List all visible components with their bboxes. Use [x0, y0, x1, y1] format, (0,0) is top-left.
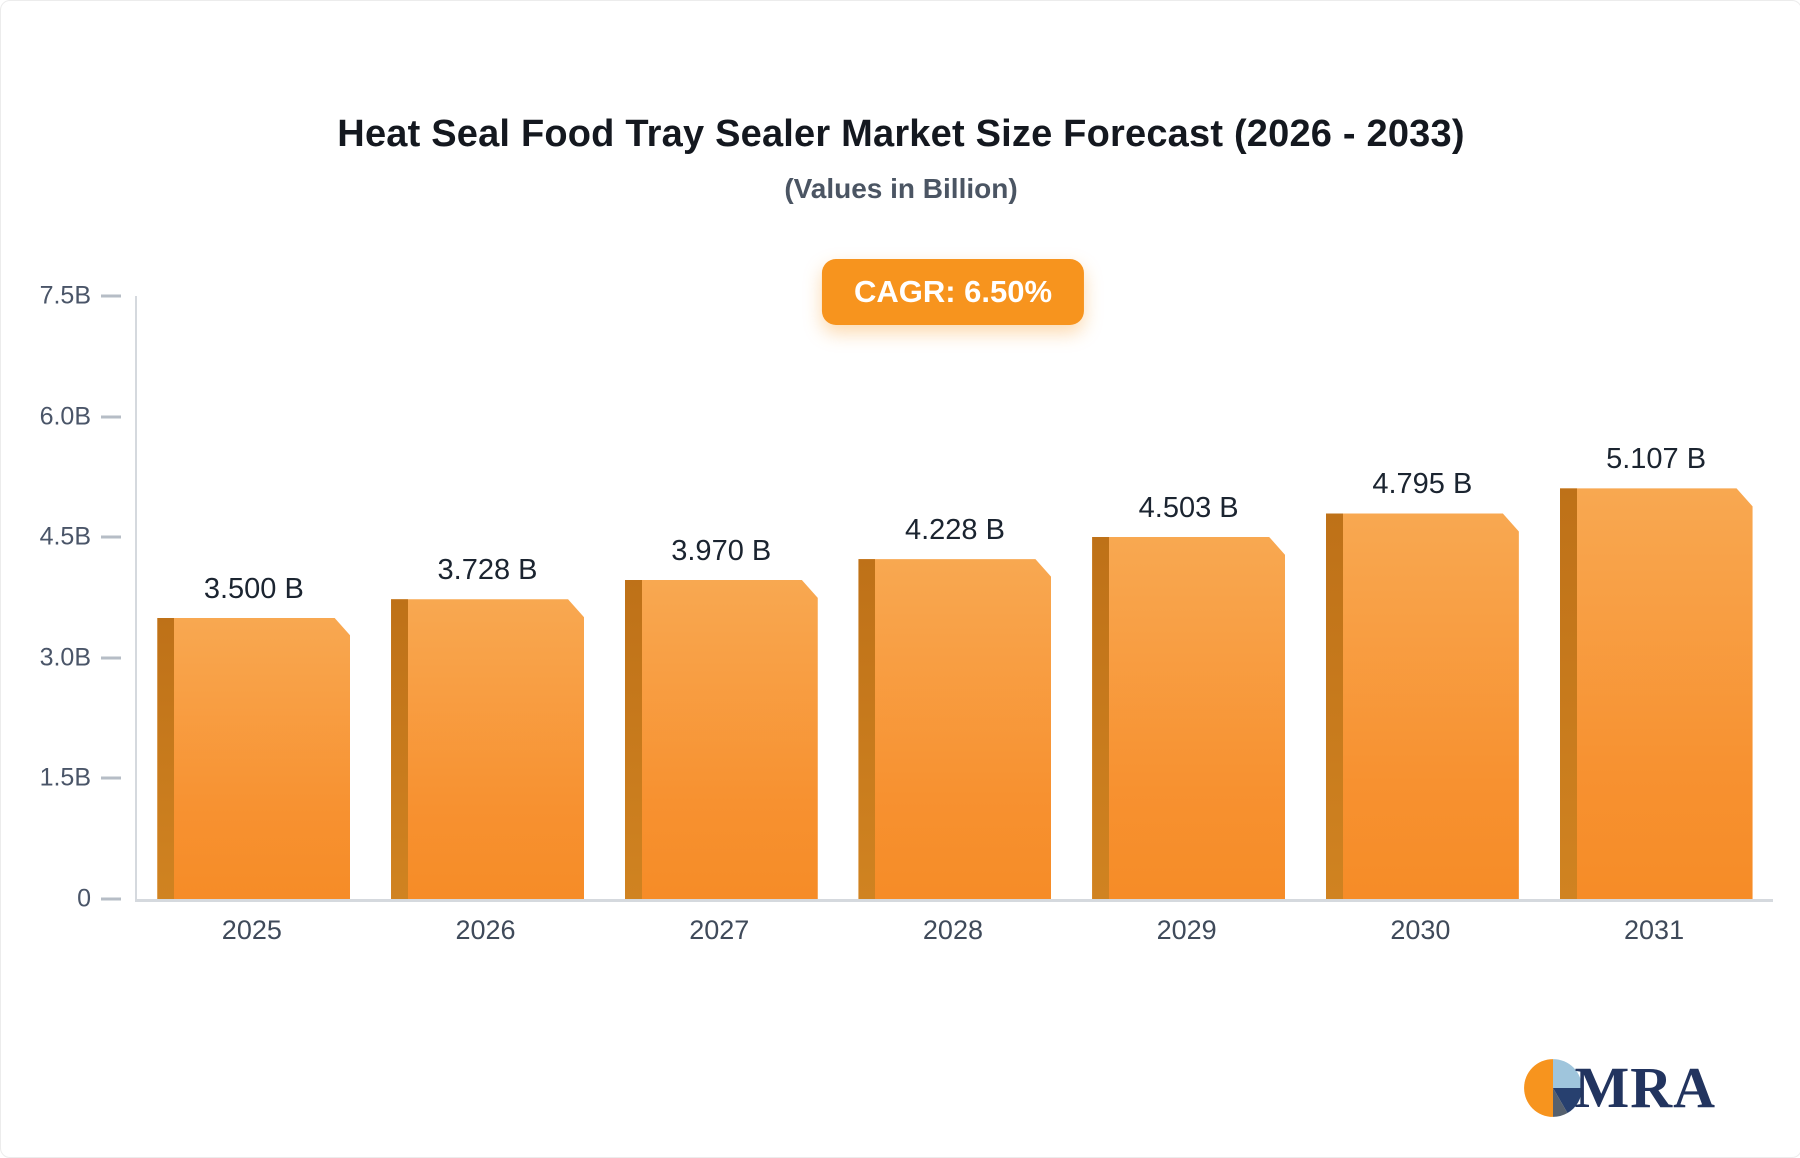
y-axis-tick: 3.0B: [40, 643, 121, 672]
bar-value-label: 3.728 B: [437, 554, 538, 587]
logo-text: MRA: [1574, 1055, 1716, 1120]
bar-value-label: 5.107 B: [1606, 443, 1707, 476]
bar-group: 4.228 B: [858, 296, 1051, 899]
y-axis-tick: 1.5B: [40, 764, 121, 793]
x-axis-label: 2026: [455, 915, 516, 945]
cagr-badge: CAGR: 6.50%: [821, 259, 1085, 325]
y-axis-tick-mark: [101, 535, 121, 539]
bar: [157, 618, 350, 899]
x-axis-label: 2025: [221, 915, 282, 945]
bar-value-label: 3.500 B: [203, 572, 304, 605]
bar: [858, 559, 1051, 899]
bars: 3.500 B 3.728 B 3.970 B 4.228 B 4.503 B 4.795…: [137, 296, 1773, 899]
bar-value-label: 3.970 B: [671, 534, 772, 567]
logo-pie-icon: [1524, 1059, 1583, 1117]
bar-group: 5.107 B: [1560, 296, 1753, 899]
logo: MRA: [1522, 1057, 1716, 1119]
x-axis-labels: 2025 2026 2027 2028 2029 2030 2031: [135, 915, 1771, 946]
y-axis-tick-label: 6.0B: [39, 402, 91, 431]
bar: [1326, 513, 1519, 899]
x-axis-label: 2031: [1624, 915, 1685, 945]
bar: [625, 580, 818, 899]
bar-group: 3.500 B: [157, 296, 350, 899]
x-axis-label: 2030: [1390, 915, 1451, 945]
y-axis-tick-mark: [101, 897, 121, 901]
chart-title: Heat Seal Food Tray Sealer Market Size F…: [337, 113, 1465, 155]
bar-group: 3.970 B: [625, 296, 818, 899]
bar-value-label: 4.795 B: [1372, 468, 1473, 501]
bar: [391, 599, 584, 899]
y-axis-tick-mark: [101, 656, 121, 660]
y-axis-tick-label: 7.5B: [39, 281, 91, 310]
plot-area: 3.500 B 3.728 B 3.970 B 4.228 B 4.503 B 4.795…: [135, 296, 1773, 902]
y-axis-tick: 6.0B: [40, 402, 121, 431]
y-axis-tick-mark: [101, 415, 121, 419]
y-axis-tick-mark: [101, 294, 121, 298]
y-axis-tick: 0: [77, 885, 121, 914]
y-axis: 0 1.5B 3.0B 4.5B 6.0B 7.5B: [1, 282, 135, 913]
y-axis-tick: 4.5B: [40, 523, 121, 552]
x-axis-label: 2029: [1156, 915, 1217, 945]
bar-group: 3.728 B: [391, 296, 584, 899]
bar: [1092, 537, 1285, 899]
y-axis-tick: 7.5B: [40, 282, 121, 311]
x-axis-label: 2028: [922, 915, 983, 945]
bar: [1560, 488, 1753, 899]
x-axis-label: 2027: [689, 915, 750, 945]
y-axis-tick-mark: [101, 776, 121, 780]
y-axis-tick-label: 1.5B: [39, 763, 91, 792]
bar-group: 4.503 B: [1092, 296, 1285, 899]
y-axis-tick-label: 4.5B: [39, 522, 91, 551]
y-axis-tick-label: 3.0B: [39, 643, 91, 672]
bar-value-label: 4.228 B: [904, 514, 1005, 547]
chart-subtitle: (Values in Billion): [784, 173, 1018, 204]
y-axis-tick-label: 0: [77, 884, 91, 913]
bar-value-label: 4.503 B: [1138, 491, 1239, 524]
bar-group: 4.795 B: [1326, 296, 1519, 899]
